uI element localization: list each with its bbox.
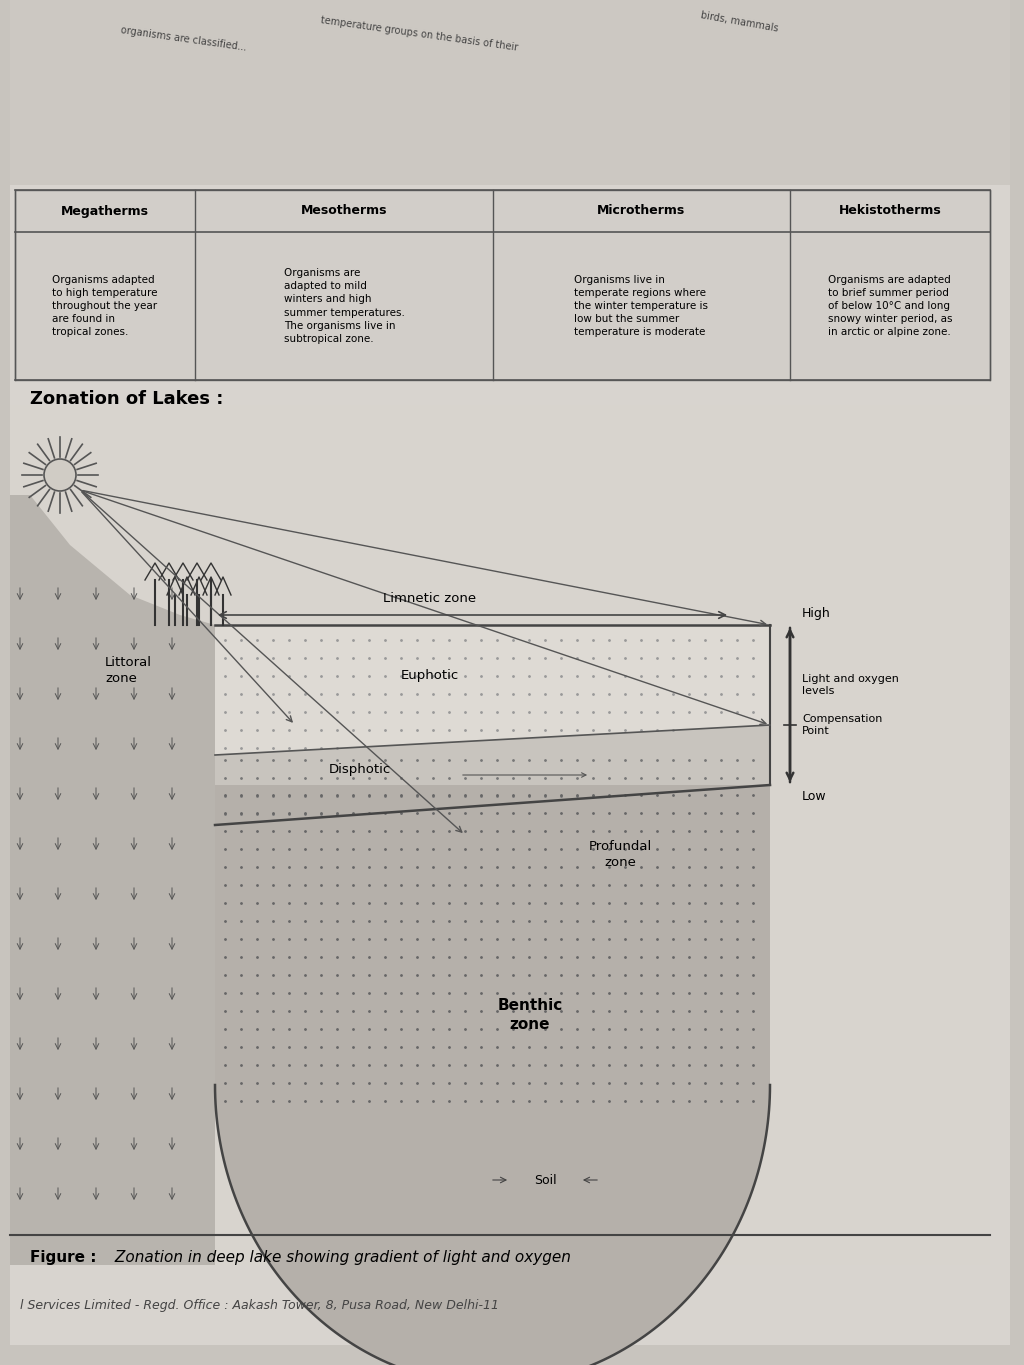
Text: Euphotic: Euphotic	[400, 669, 459, 681]
Text: Profundal
zone: Profundal zone	[589, 841, 651, 870]
Text: Compensation
Point: Compensation Point	[802, 714, 883, 736]
Bar	[15, 190, 990, 379]
Circle shape	[44, 459, 76, 491]
Polygon shape	[215, 725, 770, 824]
Polygon shape	[215, 785, 770, 1365]
Text: Mesotherms: Mesotherms	[301, 205, 387, 217]
Text: Hekistotherms: Hekistotherms	[839, 205, 941, 217]
Text: Figure :: Figure :	[30, 1250, 96, 1265]
Text: l Services Limited - Regd. Office : Aakash Tower, 8, Pusa Road, New Delhi-11: l Services Limited - Regd. Office : Aaka…	[20, 1298, 499, 1312]
Text: Soil: Soil	[534, 1174, 556, 1186]
Text: Light and oxygen
levels: Light and oxygen levels	[802, 674, 899, 696]
Text: Disphotic: Disphotic	[329, 763, 391, 777]
Text: Organisms live in
temperate regions where
the winter temperature is
low but the : Organisms live in temperate regions wher…	[574, 274, 709, 337]
Text: Organisms are
adapted to mild
winters and high
summer temperatures.
The organism: Organisms are adapted to mild winters an…	[284, 268, 404, 344]
Text: Low: Low	[802, 790, 826, 803]
Text: Organisms adapted
to high temperature
throughout the year
are found in
tropical : Organisms adapted to high temperature th…	[52, 274, 158, 337]
Text: Organisms are adapted
to brief summer period
of below 10°C and long
snowy winter: Organisms are adapted to brief summer pe…	[827, 274, 952, 337]
Bar	[10, 405, 990, 1265]
Text: Megatherms: Megatherms	[61, 205, 150, 217]
Text: temperature groups on the basis of their: temperature groups on the basis of their	[319, 15, 519, 53]
Polygon shape	[215, 625, 770, 755]
Text: Zonation of Lakes :: Zonation of Lakes :	[30, 390, 223, 408]
Text: birds, mammals: birds, mammals	[700, 10, 779, 34]
Text: Littoral
zone: Littoral zone	[105, 655, 152, 684]
Polygon shape	[10, 495, 215, 1265]
Text: Benthic
zone: Benthic zone	[498, 998, 562, 1032]
Text: Zonation in deep lake showing gradient of light and oxygen: Zonation in deep lake showing gradient o…	[110, 1250, 570, 1265]
Text: organisms are classified...: organisms are classified...	[120, 25, 247, 53]
Text: Limnetic zone: Limnetic zone	[383, 592, 476, 605]
Bar	[10, 0, 1010, 186]
Text: High: High	[802, 607, 830, 620]
Text: Microtherms: Microtherms	[597, 205, 685, 217]
